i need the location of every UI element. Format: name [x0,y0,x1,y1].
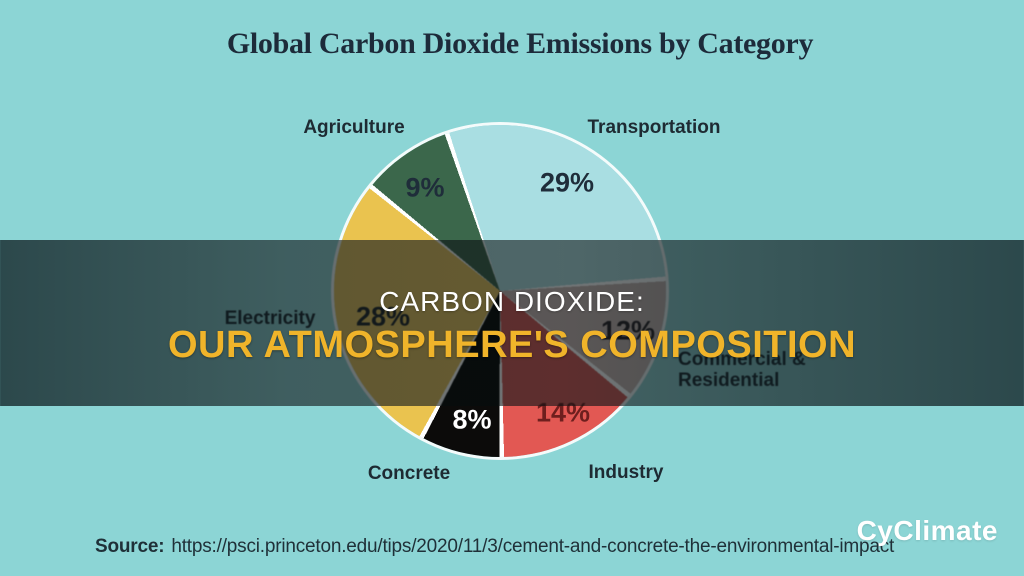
slice-percent-agriculture: 9% [405,172,445,203]
headline-banner: Global Carbon Dioxide Emissions by Categ… [0,240,1024,406]
banner-tint-overlay [0,240,1024,406]
slice-label-agriculture: Agriculture [303,117,405,138]
banner-headline-main: OUR ATMOSPHERE'S COMPOSITION [167,324,857,366]
slice-percent-transportation: 29% [539,167,595,198]
source-label: Source: [95,536,165,557]
source-url-text: https://psci.princeton.edu/tips/2020/11/… [171,536,895,557]
slice-percent-concrete: 8% [452,404,492,435]
slice-label-industry: Industry [588,462,664,483]
site-watermark-cyclimate: CyClimate [856,515,998,546]
source-attribution: Source: https://psci.princeton.edu/tips/2… [95,536,894,558]
chart-title: Global Carbon Dioxide Emissions by Categ… [226,27,814,60]
slice-label-concrete: Concrete [367,463,451,484]
banner-headline-kicker: CARBON DIOXIDE: [379,286,645,317]
slice-label-transportation: Transportation [587,117,721,138]
